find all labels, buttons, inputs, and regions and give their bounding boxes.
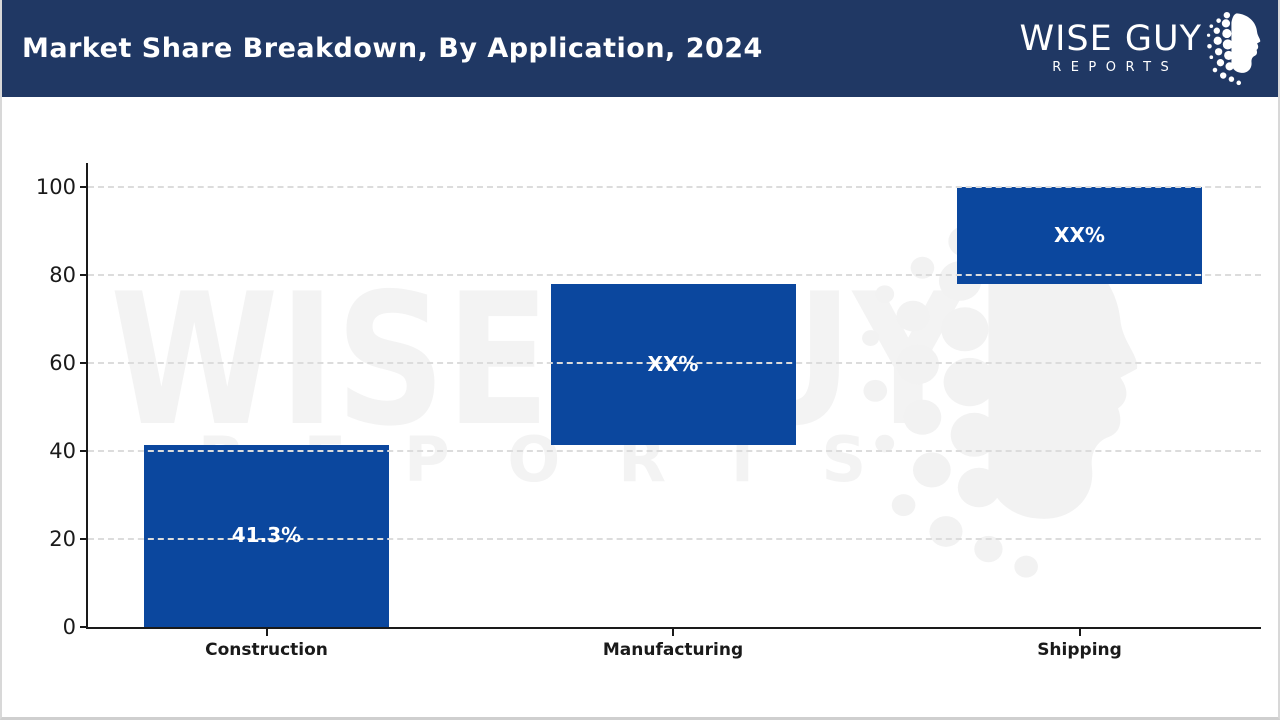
y-axis-line bbox=[86, 163, 88, 629]
gridline-80 bbox=[88, 274, 1261, 276]
y-tick-60 bbox=[80, 362, 88, 364]
bar-value-label: XX% bbox=[1054, 222, 1105, 247]
wiseguy-logo: WISE GUY REPORTS bbox=[1019, 8, 1278, 90]
y-tick-100 bbox=[80, 186, 88, 188]
x-tick-1 bbox=[672, 629, 674, 636]
y-tick-label-60: 60 bbox=[49, 351, 76, 375]
x-axis-label-construction: Construction bbox=[205, 640, 328, 660]
gridline-20 bbox=[88, 538, 1261, 540]
y-tick-label-100: 100 bbox=[35, 175, 76, 199]
y-tick-80 bbox=[80, 274, 88, 276]
y-tick-40 bbox=[80, 450, 88, 452]
x-axis-label-shipping: Shipping bbox=[1037, 640, 1122, 660]
chart-area: WISE GUY REPORTS 0 20 40 60 80 100 41.3% Constr… bbox=[2, 97, 1278, 717]
x-axis-label-manufacturing: Manufacturing bbox=[602, 640, 744, 660]
y-tick-label-20: 20 bbox=[49, 527, 76, 551]
y-tick-label-40: 40 bbox=[49, 439, 76, 463]
bar-manufacturing bbox=[550, 284, 796, 446]
logo-wordmark: WISE GUY bbox=[1019, 19, 1202, 59]
logo-subtitle: REPORTS bbox=[1052, 60, 1179, 75]
header: Market Share Breakdown, By Application, … bbox=[2, 0, 1278, 97]
x-tick-2 bbox=[1078, 629, 1081, 636]
y-tick-label-0: 0 bbox=[62, 615, 76, 639]
x-axis-line bbox=[86, 627, 1261, 629]
gridline-60 bbox=[88, 362, 1261, 364]
logo-head-icon bbox=[1206, 11, 1261, 85]
gridline-40 bbox=[88, 450, 1261, 452]
y-tick-20 bbox=[80, 538, 88, 540]
page-title: Market Share Breakdown, By Application, … bbox=[22, 33, 763, 64]
bar-value-label: 41.3% bbox=[231, 523, 302, 548]
bar-construction bbox=[144, 445, 389, 627]
gridline-100 bbox=[88, 186, 1261, 188]
bar-value-label: XX% bbox=[647, 351, 699, 376]
watermark-wordmark: WISE GUY bbox=[110, 254, 964, 466]
y-tick-label-80: 80 bbox=[49, 263, 76, 287]
y-tick-0 bbox=[80, 626, 88, 628]
logo-text: WISE GUY REPORTS bbox=[1019, 19, 1202, 76]
x-tick-0 bbox=[265, 629, 268, 636]
